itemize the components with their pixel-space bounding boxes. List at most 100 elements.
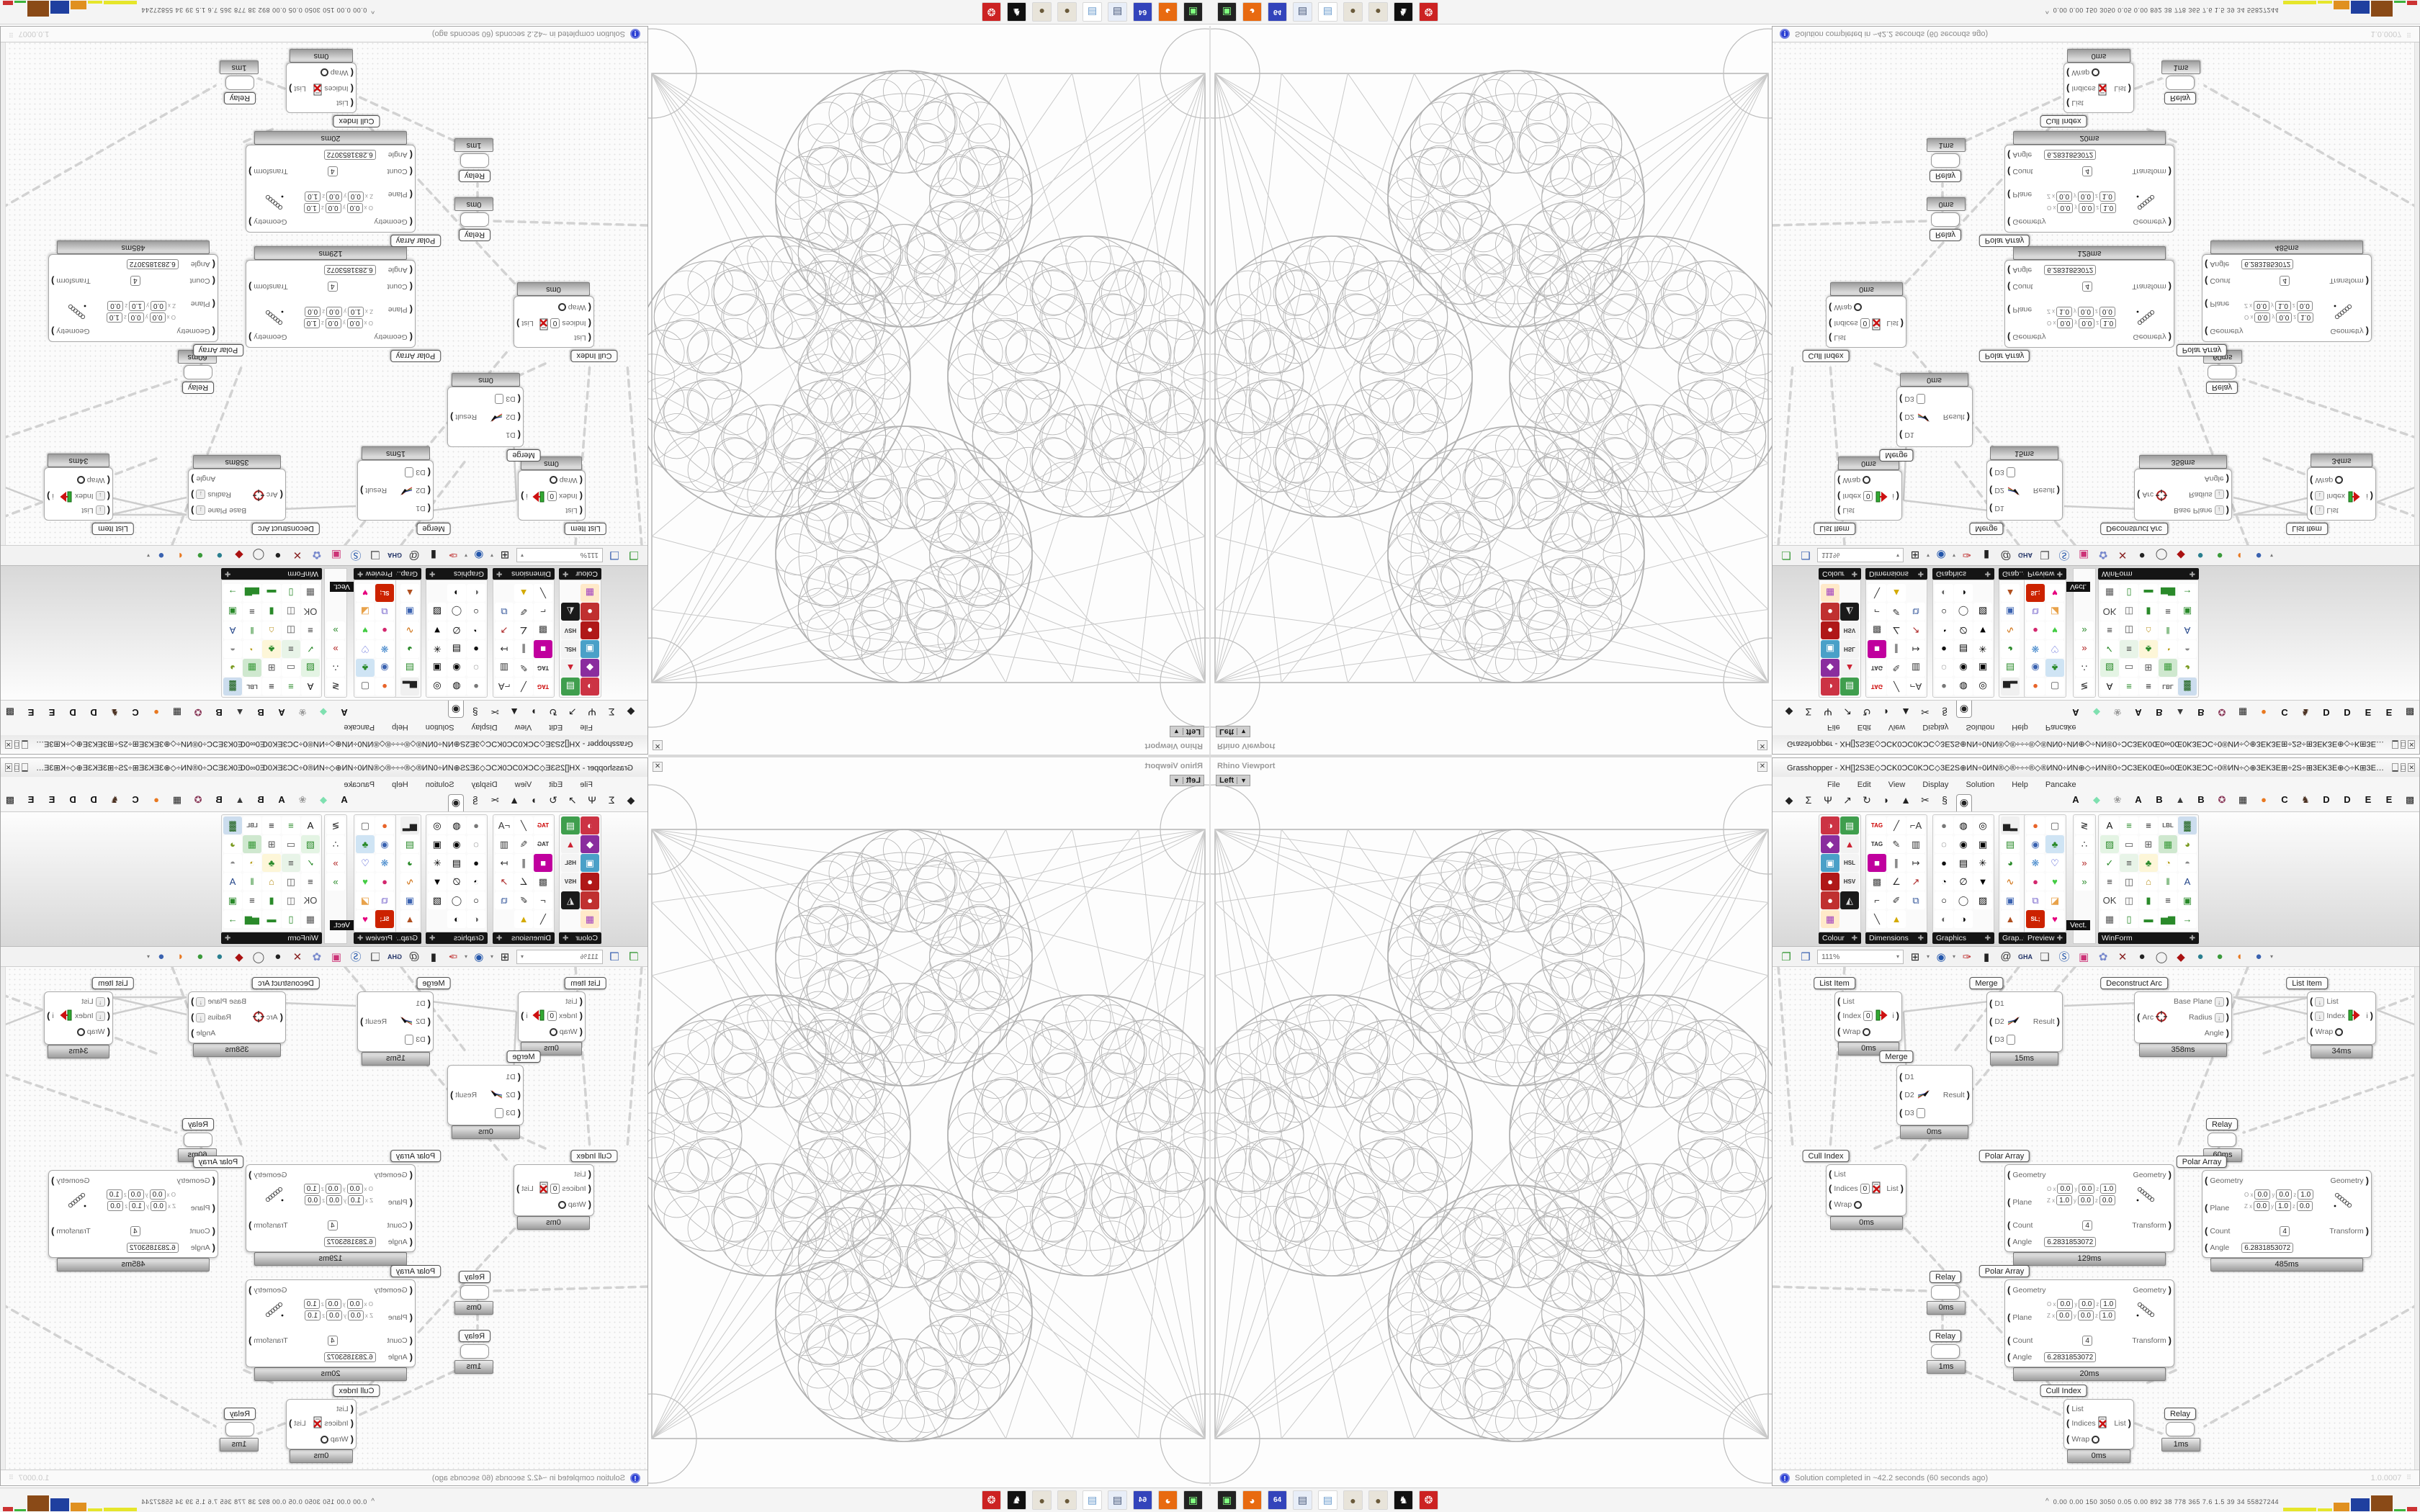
palette-icon[interactable]: ≡ (282, 854, 300, 872)
palette-icon[interactable]: ⌐A (495, 816, 514, 834)
palette-icon[interactable] (1973, 910, 1992, 928)
value-box[interactable]: 0.0 (325, 318, 341, 328)
port-in[interactable]: ( (212, 299, 215, 310)
palette-icon[interactable]: ▭ (282, 659, 300, 677)
palette-icon[interactable]: ✎ (1887, 835, 1906, 853)
palette-icon[interactable]: ◫ (2120, 603, 2138, 621)
value-box[interactable]: 0.0 (107, 1201, 124, 1211)
down-arrow-icon[interactable]: ↓ (196, 490, 206, 500)
tab-plugin-b1[interactable]: B (2156, 707, 2163, 718)
value-box[interactable]: 1.0 (305, 1310, 321, 1320)
palette-label[interactable]: Dimensions ✚ (1865, 568, 1927, 580)
palette-icon[interactable]: ▤ (447, 640, 466, 658)
value-box[interactable]: 6.2831853072 (2241, 1243, 2294, 1253)
menu-view[interactable]: View (514, 780, 532, 789)
chevron-down-icon[interactable]: ▾ (464, 552, 467, 559)
palette-icon[interactable]: TAG (1868, 659, 1886, 677)
palette-icon[interactable]: ≡ (2139, 678, 2158, 696)
palette-icon[interactable]: ↗ (495, 873, 514, 891)
palette-icon[interactable]: ● (1935, 678, 1953, 696)
value-box[interactable]: 0.0 (2078, 1195, 2094, 1205)
port-in[interactable]: ( (427, 467, 431, 478)
palette-icon[interactable]: ● (467, 640, 485, 658)
palette-icon[interactable]: ↦ (1906, 640, 1925, 658)
palette-icon[interactable]: ◉ (1954, 659, 1973, 677)
tab-plugin-e1[interactable]: E (48, 794, 55, 805)
node-label[interactable]: Polar Array (390, 1265, 442, 1277)
value-box[interactable]: 0 (1863, 1011, 1873, 1021)
value-box[interactable]: 4 (328, 1336, 338, 1346)
palette-icon[interactable]: » (326, 854, 345, 872)
port-in[interactable]: ( (1989, 485, 1993, 496)
node-label[interactable]: Relay (458, 1271, 491, 1283)
value-box[interactable]: 0.0 (2296, 301, 2313, 311)
relay-body[interactable] (2208, 1133, 2236, 1147)
tab-plugin-grid[interactable]: ▦ (2238, 707, 2248, 718)
viewport-tab-left[interactable]: Left ▼ (1169, 726, 1204, 737)
node-label[interactable]: Merge (416, 523, 451, 535)
node-label[interactable]: Polar Array (390, 350, 442, 362)
sphere-blue-icon[interactable]: ● (2255, 549, 2262, 562)
palette-icon[interactable]: ✳ (1973, 854, 1992, 872)
palette-icon[interactable]: ▣ (1821, 640, 1839, 658)
port-out[interactable]: ) (2128, 84, 2131, 94)
node-body[interactable]: (List(Indices 0 List)(Wrap (514, 1164, 594, 1216)
palette-icon[interactable]: ▲ (514, 910, 533, 928)
palette-icon[interactable]: ▦ (2159, 835, 2177, 853)
at-icon[interactable]: @ (2000, 549, 2012, 562)
tab-params[interactable]: ◆ (1785, 794, 1793, 806)
palette-label[interactable]: Graphics ✚ (1932, 932, 1994, 944)
palette-icon[interactable]: ● (581, 873, 599, 891)
port-in[interactable]: ( (2007, 150, 2011, 161)
node-label[interactable]: Polar Array (2176, 344, 2228, 356)
palette-icon[interactable]: ◍ (447, 816, 466, 834)
tab-plugin-shield[interactable]: ✪ (194, 794, 202, 805)
palette-expand-icon[interactable]: ✚ (496, 934, 503, 942)
tab-plugin-dotgrid[interactable]: ▩ (5, 794, 15, 805)
node-label[interactable]: List Item (92, 523, 134, 535)
port-in[interactable]: ( (107, 505, 110, 516)
value-box[interactable]: 0.0 (2079, 203, 2095, 213)
tab-display[interactable]: ◉ (1956, 794, 1972, 811)
tab-plugin-b2[interactable]: B (215, 794, 223, 805)
palette-icon[interactable]: ▤ (2001, 835, 2020, 853)
palette-icon[interactable]: ▥ (495, 835, 514, 853)
palette-icon[interactable]: ▅▂ (400, 678, 419, 696)
relay-body[interactable] (1931, 1344, 1960, 1359)
palette-icon[interactable]: ⧉ (495, 891, 514, 909)
chevron-down-icon[interactable]: ▾ (464, 953, 467, 960)
sphere-teal-icon[interactable]: ● (2197, 950, 2204, 963)
tab-intersect[interactable]: ✂ (1921, 706, 1930, 718)
wrap-toggle[interactable] (1854, 1200, 1863, 1209)
port-in[interactable]: ( (2007, 1197, 2011, 1207)
node-body[interactable]: (D1(D2 Result)(D3 (1986, 460, 2063, 521)
recorder-app-icon[interactable]: ▣ (1183, 1490, 1203, 1510)
wrap-toggle[interactable] (557, 303, 566, 312)
palette-icon[interactable]: ▦ (581, 584, 599, 602)
value-box[interactable]: 1.0 (129, 1201, 145, 1211)
node-label[interactable]: Relay (1929, 1271, 1962, 1283)
tab-plugin-mountain[interactable]: ▲ (235, 794, 245, 805)
spheres-bw-icon[interactable]: ● (274, 950, 282, 963)
tab-surface[interactable]: ◗ (530, 794, 537, 806)
tab-plugin-gem[interactable]: ◆ (320, 794, 327, 805)
palette-icon[interactable]: ◔ (467, 621, 485, 639)
port-in[interactable]: ( (1989, 1016, 1993, 1027)
palette-icon[interactable]: ∠ (514, 621, 533, 639)
port-out[interactable]: ) (521, 1010, 524, 1021)
palette-icon[interactable]: TAG (534, 659, 552, 677)
sphere-green-icon[interactable]: ● (2216, 549, 2223, 562)
palette-icon[interactable]: ◉ (2026, 835, 2045, 853)
palette-icon[interactable]: TAG (1868, 835, 1886, 853)
palette-icon[interactable]: ⧉ (375, 603, 394, 621)
port-in[interactable]: ( (409, 332, 413, 343)
gh-canvas[interactable]: List Item(List(Index 0 i)(Wrap 0ms Merge(D1(… (1, 967, 647, 1470)
value-box[interactable]: 4 (2082, 282, 2092, 292)
node-label[interactable]: Polar Array (1978, 1265, 2030, 1277)
value-box[interactable]: 0.0 (2079, 1299, 2095, 1309)
find-icon[interactable]: Ⓢ (350, 951, 362, 963)
port-in[interactable]: ( (517, 430, 521, 441)
palette-icon[interactable]: ◓ (223, 854, 242, 872)
palette-icon[interactable]: ▤ (1840, 678, 1859, 696)
palette-icon[interactable]: HSV (561, 873, 580, 891)
